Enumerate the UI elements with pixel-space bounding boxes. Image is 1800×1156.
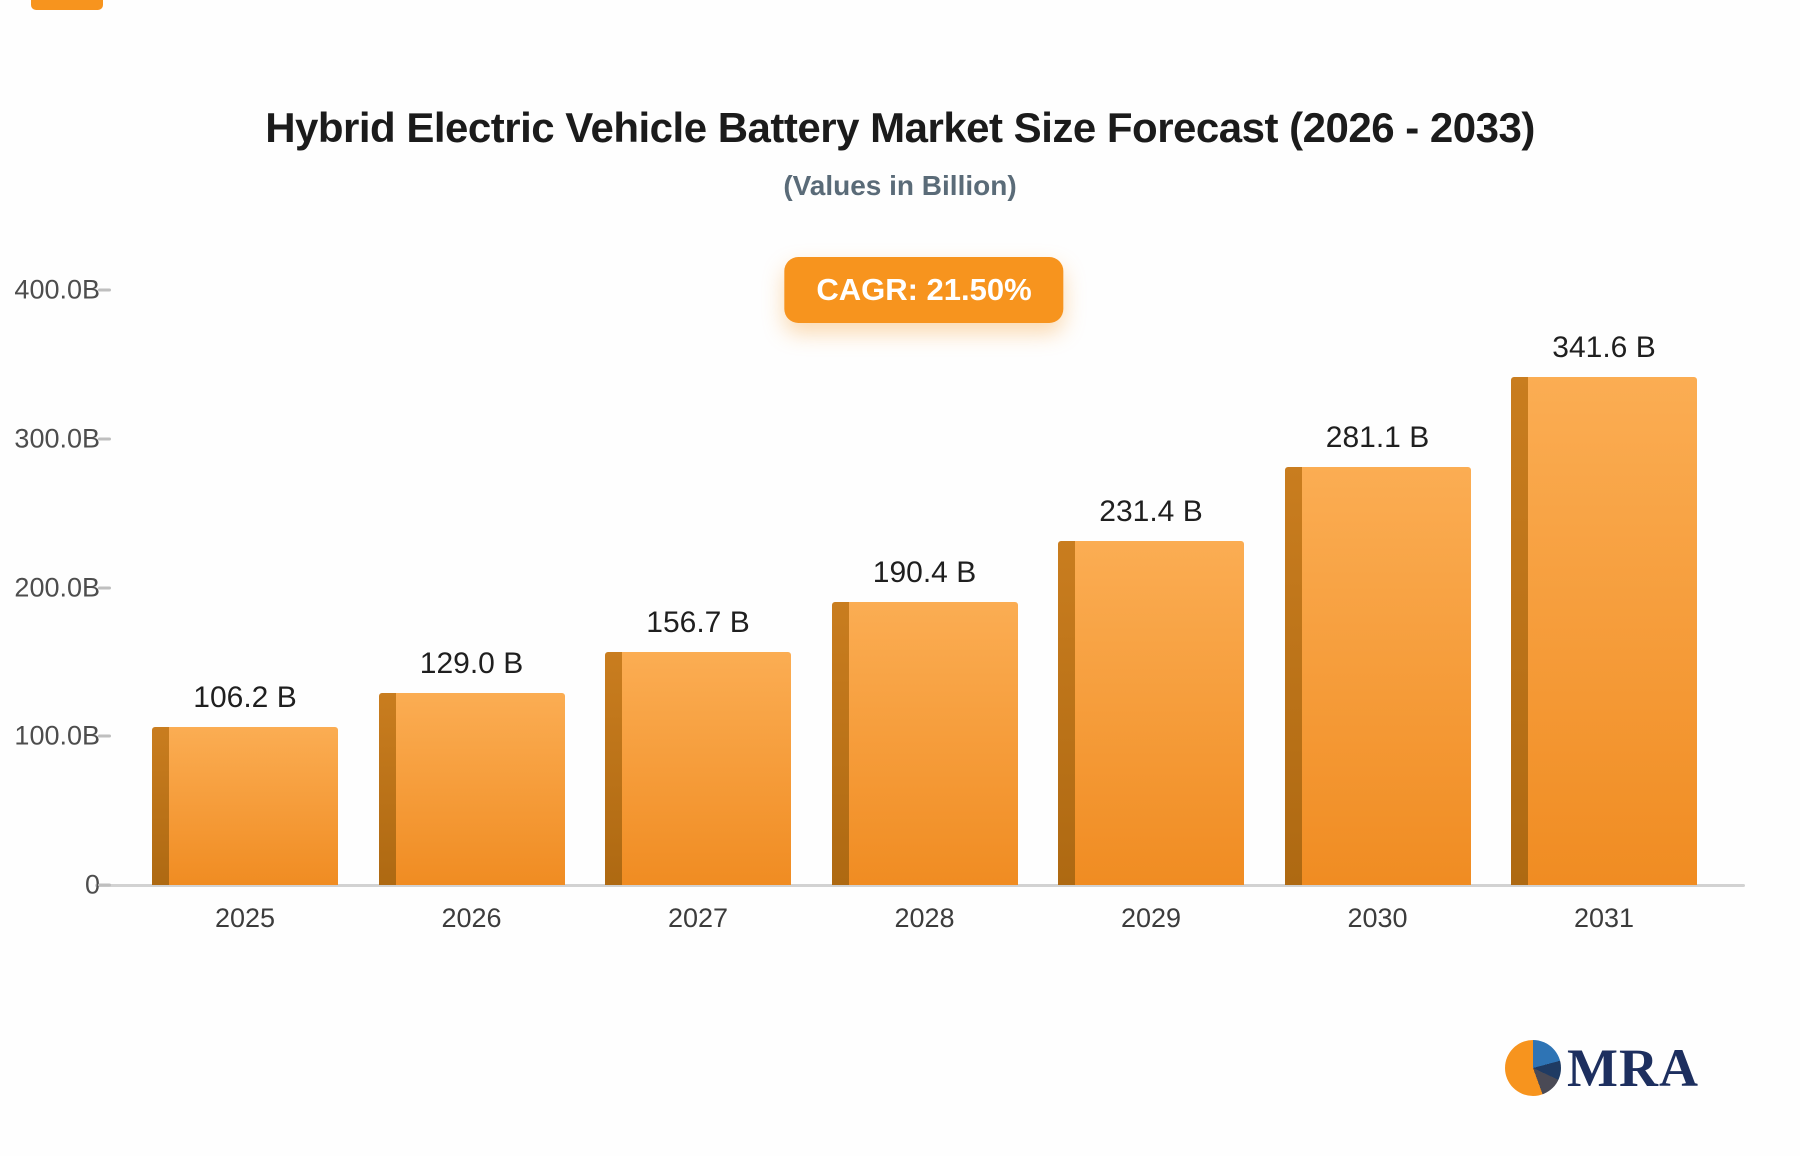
- bar-side-face: [605, 651, 622, 885]
- bar-value-label: 129.0 B: [419, 647, 524, 681]
- plot-area: 106.2 B 2025 129.0 B 2026 156.7 B 2027 190.4 B…: [95, 290, 1745, 933]
- x-axis-category-label: 2031: [1573, 903, 1635, 933]
- bar-2027: 156.7 B 2027: [605, 606, 791, 933]
- x-axis-category-label: 2029: [1120, 903, 1182, 933]
- y-axis-tick-mark: [98, 734, 111, 738]
- bar-front-face: [622, 651, 791, 885]
- bar-2029: 231.4 B 2029: [1058, 495, 1244, 933]
- bar-front-face: [395, 693, 565, 885]
- cagr-badge: CAGR: 21.50%: [784, 257, 1064, 323]
- bar-value-label: 106.2 B: [193, 681, 297, 715]
- x-axis-category-label: 2026: [441, 903, 502, 933]
- chart-subtitle: (Values in Billion): [783, 170, 1017, 201]
- bar-value-label: 231.4 B: [1099, 494, 1203, 528]
- bar-value-label: 341.6 B: [1552, 330, 1656, 364]
- y-axis-tick-label: 300.0B: [14, 423, 100, 454]
- bar-front-face: [1528, 376, 1697, 885]
- y-axis-tick-mark: [98, 437, 111, 441]
- y-axis-tick-label: 200.0B: [14, 572, 100, 602]
- y-axis-tick-label: 0: [84, 869, 100, 900]
- bar-2028: 190.4 B 2028: [831, 556, 1018, 933]
- bar-2031: 341.6 B 2031: [1511, 331, 1697, 933]
- bar-side-face: [1511, 376, 1528, 885]
- bar-value-label: 281.1 B: [1325, 420, 1430, 454]
- bar-side-face: [1058, 540, 1075, 885]
- chart-title: Hybrid Electric Vehicle Battery Market S…: [265, 104, 1535, 151]
- bar-2030: 281.1 B 2030: [1284, 421, 1471, 933]
- bar-front-face: [848, 601, 1018, 885]
- logo-text: MRA: [1567, 1038, 1699, 1098]
- bar-side-face: [1284, 466, 1302, 885]
- x-axis-line: [95, 884, 1745, 887]
- x-axis-category-label: 2027: [667, 903, 729, 933]
- logo-pie-icon: [1505, 1040, 1561, 1096]
- brand-logo: MRA: [1505, 1040, 1699, 1096]
- bar-side-face: [152, 727, 169, 885]
- bar-side-face: [831, 601, 849, 885]
- bar-side-face: [378, 693, 396, 885]
- bar-front-face: [169, 727, 338, 885]
- bar-front-face: [1075, 540, 1244, 885]
- x-axis-category-label: 2028: [894, 903, 955, 933]
- y-axis-tick-mark: [98, 883, 111, 887]
- y-axis-tick-label: 100.0B: [14, 720, 100, 751]
- bar-front-face: [1301, 466, 1471, 885]
- x-axis-category-label: 2025: [214, 903, 276, 933]
- bar-value-label: 156.7 B: [646, 605, 750, 639]
- bar-value-label: 190.4 B: [872, 555, 977, 589]
- y-axis-tick-mark: [98, 288, 111, 292]
- x-axis-category-label: 2030: [1347, 903, 1408, 933]
- corner-accent-bar: [31, 0, 103, 10]
- y-axis-tick-mark: [98, 586, 111, 589]
- bar-2025: 106.2 B 2025: [152, 681, 338, 933]
- y-axis-tick-label: 400.0B: [14, 274, 100, 305]
- bar-2026: 129.0 B 2026: [378, 647, 565, 933]
